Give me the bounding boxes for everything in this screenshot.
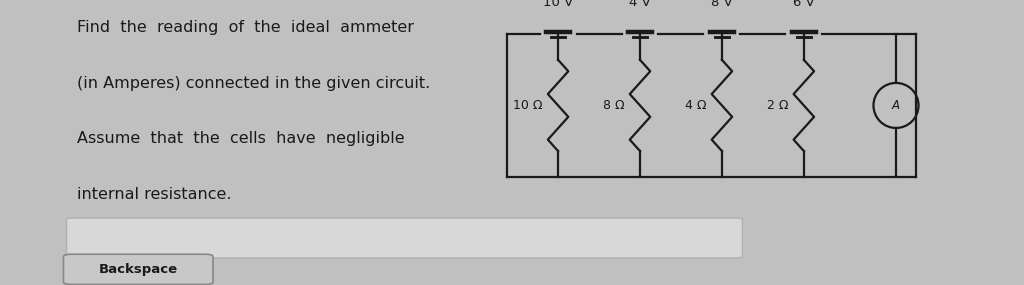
Text: 8 Ω: 8 Ω [603, 99, 625, 112]
Text: 8 V: 8 V [711, 0, 733, 9]
Text: (in Amperes) connected in the given circuit.: (in Amperes) connected in the given circ… [77, 76, 430, 91]
FancyBboxPatch shape [63, 254, 213, 284]
Text: 10 V: 10 V [543, 0, 573, 9]
Text: Backspace: Backspace [98, 263, 178, 276]
Text: 10 Ω: 10 Ω [513, 99, 543, 112]
Text: 4 V: 4 V [629, 0, 651, 9]
Text: 4 Ω: 4 Ω [685, 99, 707, 112]
Text: Assume  that  the  cells  have  negligible: Assume that the cells have negligible [77, 131, 404, 146]
Text: internal resistance.: internal resistance. [77, 187, 231, 202]
Text: 2 Ω: 2 Ω [767, 99, 788, 112]
Text: A: A [892, 99, 900, 112]
FancyBboxPatch shape [67, 218, 742, 258]
Text: Find  the  reading  of  the  ideal  ammeter: Find the reading of the ideal ammeter [77, 20, 414, 35]
Text: 6 V: 6 V [793, 0, 815, 9]
